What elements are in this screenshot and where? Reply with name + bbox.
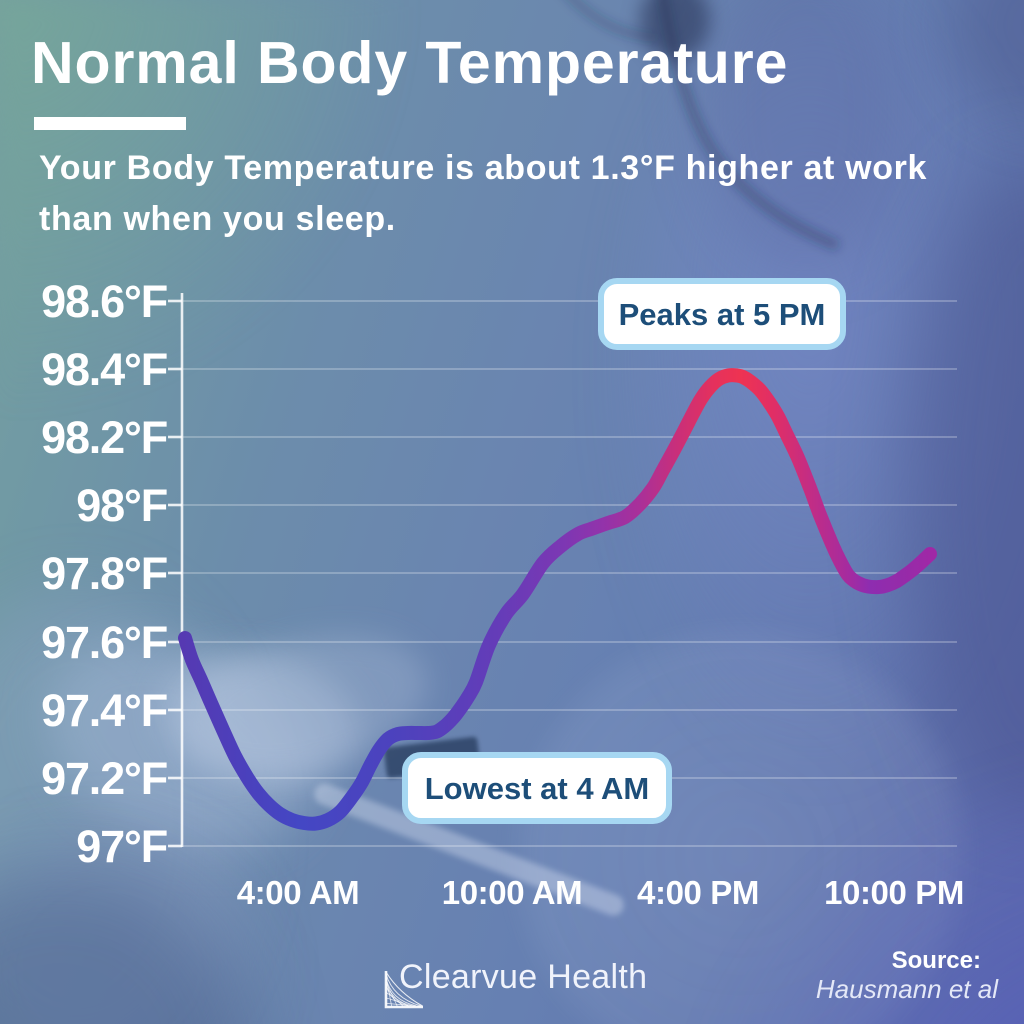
svg-text:98.2°F: 98.2°F [41, 412, 167, 463]
svg-text:10:00 AM: 10:00 AM [442, 874, 582, 911]
svg-text:98.6°F: 98.6°F [41, 276, 167, 327]
svg-text:98.4°F: 98.4°F [41, 344, 167, 395]
svg-text:10:00 PM: 10:00 PM [824, 874, 964, 911]
svg-text:97°F: 97°F [76, 821, 167, 872]
svg-text:4:00 AM: 4:00 AM [237, 874, 360, 911]
svg-text:97.6°F: 97.6°F [41, 617, 167, 668]
svg-text:Peaks at 5 PM: Peaks at 5 PM [619, 297, 826, 332]
svg-text:97.4°F: 97.4°F [41, 685, 167, 736]
svg-text:97.2°F: 97.2°F [41, 753, 167, 804]
svg-text:Lowest at 4 AM: Lowest at 4 AM [425, 771, 650, 806]
svg-text:4:00 PM: 4:00 PM [637, 874, 759, 911]
svg-text:98°F: 98°F [76, 480, 167, 531]
svg-text:97.8°F: 97.8°F [41, 548, 167, 599]
